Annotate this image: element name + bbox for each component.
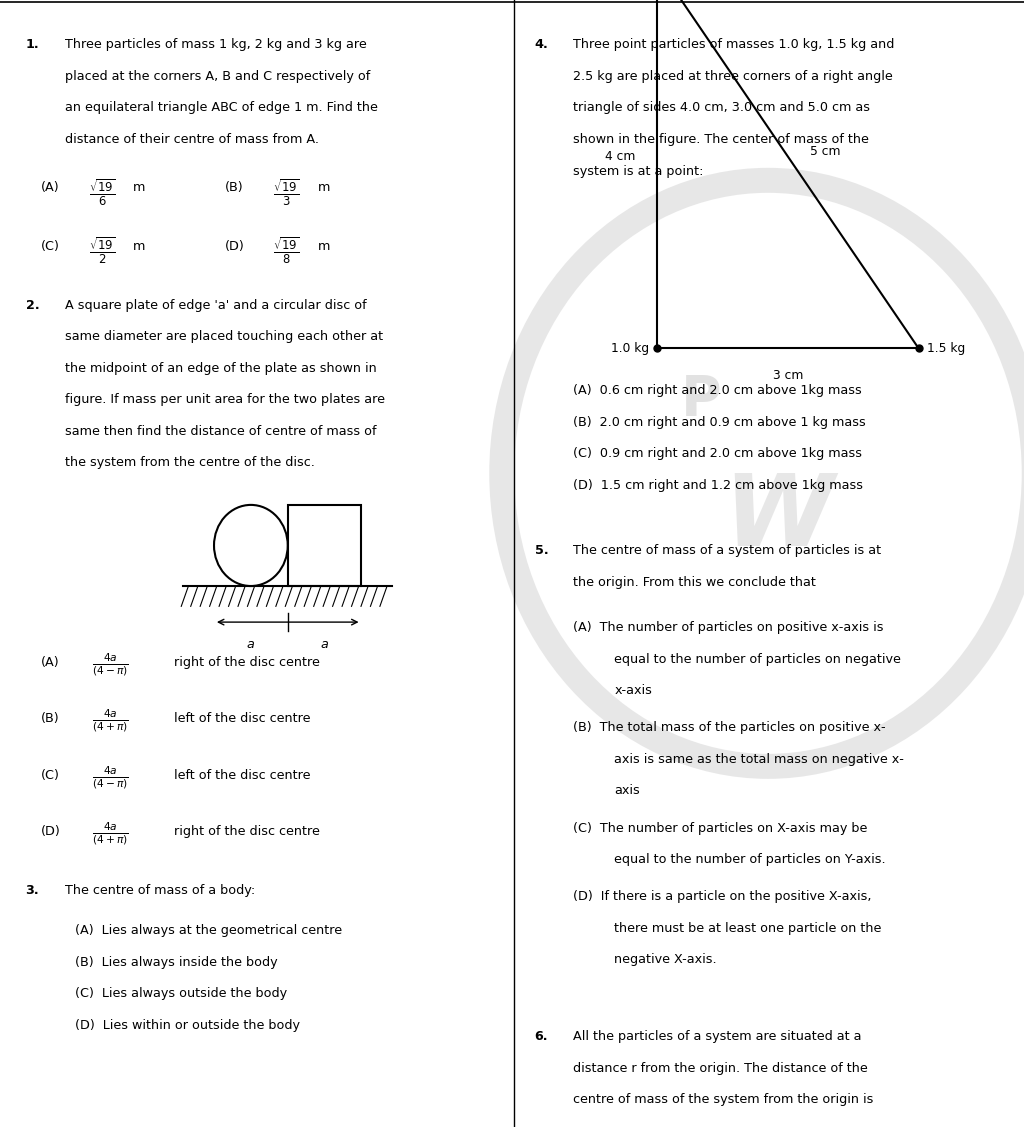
Text: 4 cm: 4 cm [604, 150, 635, 163]
Text: Three particles of mass 1 kg, 2 kg and 3 kg are: Three particles of mass 1 kg, 2 kg and 3… [65, 38, 367, 52]
Text: the midpoint of an edge of the plate as shown in: the midpoint of an edge of the plate as … [65, 362, 376, 375]
Text: distance r from the origin. The distance of the: distance r from the origin. The distance… [573, 1062, 868, 1075]
Text: Three point particles of masses 1.0 kg, 1.5 kg and: Three point particles of masses 1.0 kg, … [573, 38, 895, 52]
Text: m: m [133, 181, 145, 195]
Text: placed at the corners A, B and C respectively of: placed at the corners A, B and C respect… [65, 70, 370, 83]
Text: (A): (A) [41, 181, 59, 195]
Text: same diameter are placed touching each other at: same diameter are placed touching each o… [65, 330, 383, 344]
Text: (D)  Lies within or outside the body: (D) Lies within or outside the body [75, 1019, 300, 1032]
Text: 1.: 1. [26, 38, 39, 52]
Text: axis is same as the total mass on negative x-: axis is same as the total mass on negati… [614, 753, 904, 766]
Text: (C): (C) [41, 240, 59, 254]
Text: axis: axis [614, 784, 640, 798]
Text: (A)  0.6 cm right and 2.0 cm above 1kg mass: (A) 0.6 cm right and 2.0 cm above 1kg ma… [573, 384, 862, 398]
Text: (B)  The total mass of the particles on positive x-: (B) The total mass of the particles on p… [573, 721, 886, 735]
Text: 1.0 kg: 1.0 kg [611, 341, 649, 355]
Text: All the particles of a system are situated at a: All the particles of a system are situat… [573, 1030, 862, 1044]
Text: left of the disc centre: left of the disc centre [174, 769, 310, 782]
Text: (B): (B) [41, 712, 59, 726]
Text: equal to the number of particles on negative: equal to the number of particles on nega… [614, 653, 901, 666]
Text: $\frac{4a}{(4+\pi)}$: $\frac{4a}{(4+\pi)}$ [92, 820, 129, 846]
Text: there must be at least one particle on the: there must be at least one particle on t… [614, 922, 882, 935]
Text: figure. If mass per unit area for the two plates are: figure. If mass per unit area for the tw… [65, 393, 385, 407]
Text: P: P [681, 373, 722, 427]
Text: (B): (B) [225, 181, 244, 195]
Text: distance of their centre of mass from A.: distance of their centre of mass from A. [65, 133, 318, 147]
Text: 1.5 kg: 1.5 kg [927, 341, 965, 355]
Text: 3 cm: 3 cm [773, 369, 803, 382]
Text: triangle of sides 4.0 cm, 3.0 cm and 5.0 cm as: triangle of sides 4.0 cm, 3.0 cm and 5.0… [573, 101, 870, 115]
Text: (D)  1.5 cm right and 1.2 cm above 1kg mass: (D) 1.5 cm right and 1.2 cm above 1kg ma… [573, 479, 863, 492]
Text: $\frac{4a}{(4-\pi)}$: $\frac{4a}{(4-\pi)}$ [92, 764, 129, 790]
Text: left of the disc centre: left of the disc centre [174, 712, 310, 726]
Text: The centre of mass of a body:: The centre of mass of a body: [65, 884, 255, 897]
Text: W: W [723, 470, 834, 567]
Text: m: m [317, 181, 330, 195]
Text: (D): (D) [225, 240, 245, 254]
Text: 5.: 5. [535, 544, 548, 558]
Text: 2.: 2. [26, 299, 39, 312]
Bar [288, 505, 361, 586]
Text: a: a [247, 638, 255, 651]
Text: 2.5 kg are placed at three corners of a right angle: 2.5 kg are placed at three corners of a … [573, 70, 893, 83]
Text: $\frac{\sqrt{19}}{6}$: $\frac{\sqrt{19}}{6}$ [89, 177, 116, 207]
Text: m: m [133, 240, 145, 254]
Text: an equilateral triangle ABC of edge 1 m. Find the: an equilateral triangle ABC of edge 1 m.… [65, 101, 378, 115]
Text: The centre of mass of a system of particles is at: The centre of mass of a system of partic… [573, 544, 882, 558]
Text: (C): (C) [41, 769, 59, 782]
Text: (C)  0.9 cm right and 2.0 cm above 1kg mass: (C) 0.9 cm right and 2.0 cm above 1kg ma… [573, 447, 862, 461]
Text: x-axis: x-axis [614, 684, 652, 698]
Text: (B)  2.0 cm right and 0.9 cm above 1 kg mass: (B) 2.0 cm right and 0.9 cm above 1 kg m… [573, 416, 866, 429]
Text: 5 cm: 5 cm [811, 144, 841, 158]
Text: centre of mass of the system from the origin is: centre of mass of the system from the or… [573, 1093, 873, 1107]
Text: (B)  Lies always inside the body: (B) Lies always inside the body [75, 956, 278, 969]
Text: $\frac{\sqrt{19}}{3}$: $\frac{\sqrt{19}}{3}$ [273, 177, 300, 207]
Text: (C)  Lies always outside the body: (C) Lies always outside the body [75, 987, 287, 1001]
Text: same then find the distance of centre of mass of: same then find the distance of centre of… [65, 425, 376, 438]
Text: m: m [317, 240, 330, 254]
Text: $\frac{4a}{(4+\pi)}$: $\frac{4a}{(4+\pi)}$ [92, 708, 129, 734]
Text: negative X-axis.: negative X-axis. [614, 953, 717, 967]
Text: equal to the number of particles on Y-axis.: equal to the number of particles on Y-ax… [614, 853, 886, 867]
Text: a: a [321, 638, 329, 651]
Text: the system from the centre of the disc.: the system from the centre of the disc. [65, 456, 314, 470]
Text: (C)  The number of particles on X-axis may be: (C) The number of particles on X-axis ma… [573, 822, 867, 835]
Text: right of the disc centre: right of the disc centre [174, 825, 319, 838]
Text: (A)  The number of particles on positive x-axis is: (A) The number of particles on positive … [573, 621, 884, 635]
Text: right of the disc centre: right of the disc centre [174, 656, 319, 669]
Text: system is at a point:: system is at a point: [573, 165, 703, 178]
Text: $\frac{\sqrt{19}}{2}$: $\frac{\sqrt{19}}{2}$ [89, 236, 116, 266]
Text: (A): (A) [41, 656, 59, 669]
Text: A square plate of edge 'a' and a circular disc of: A square plate of edge 'a' and a circula… [65, 299, 367, 312]
Text: $\frac{4a}{(4-\pi)}$: $\frac{4a}{(4-\pi)}$ [92, 651, 129, 677]
Text: 6.: 6. [535, 1030, 548, 1044]
Text: (A)  Lies always at the geometrical centre: (A) Lies always at the geometrical centr… [75, 924, 342, 938]
Text: the origin. From this we conclude that: the origin. From this we conclude that [573, 576, 816, 589]
Text: shown in the figure. The center of mass of the: shown in the figure. The center of mass … [573, 133, 869, 147]
Text: (D)  If there is a particle on the positive X-axis,: (D) If there is a particle on the positi… [573, 890, 872, 904]
Text: 4.: 4. [535, 38, 548, 52]
Text: $\frac{\sqrt{19}}{8}$: $\frac{\sqrt{19}}{8}$ [273, 236, 300, 266]
Text: 3.: 3. [26, 884, 39, 897]
Text: (D): (D) [41, 825, 60, 838]
